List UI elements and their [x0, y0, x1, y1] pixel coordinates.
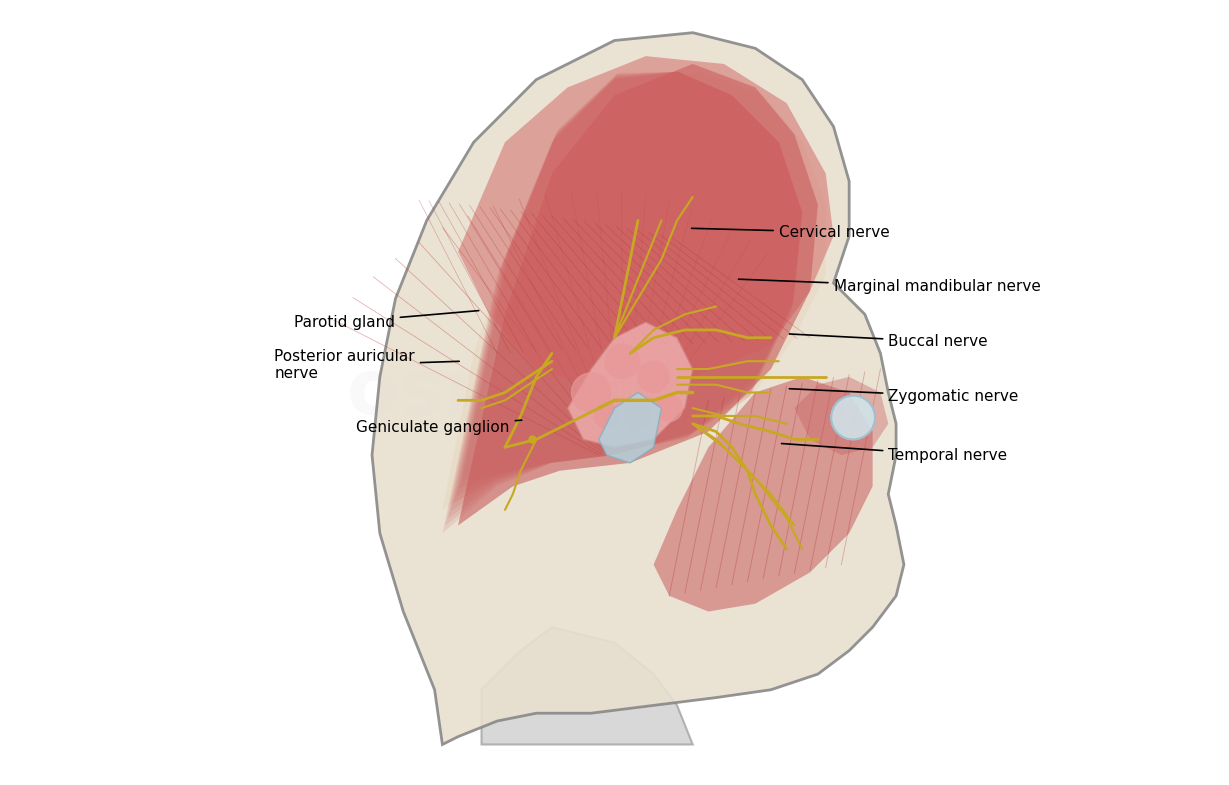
- Polygon shape: [458, 57, 833, 392]
- Polygon shape: [482, 627, 693, 744]
- Polygon shape: [445, 71, 803, 526]
- Polygon shape: [654, 377, 873, 612]
- Text: Parotid gland: Parotid gland: [294, 311, 479, 330]
- Text: Geniculate ganglion: Geniculate ganglion: [356, 420, 522, 435]
- Text: osmosis: osmosis: [347, 356, 694, 429]
- Circle shape: [605, 344, 639, 378]
- Polygon shape: [794, 377, 889, 455]
- Circle shape: [624, 402, 653, 430]
- Polygon shape: [599, 392, 661, 463]
- Circle shape: [594, 403, 619, 429]
- Circle shape: [831, 396, 875, 440]
- Text: Zygomatic nerve: Zygomatic nerve: [789, 389, 1019, 404]
- Polygon shape: [372, 33, 903, 744]
- Polygon shape: [451, 71, 803, 511]
- Polygon shape: [460, 71, 803, 488]
- Circle shape: [656, 395, 682, 422]
- Polygon shape: [462, 71, 803, 480]
- Polygon shape: [568, 322, 693, 447]
- Text: Cervical nerve: Cervical nerve: [692, 225, 890, 239]
- Text: Buccal nerve: Buccal nerve: [789, 334, 988, 349]
- Text: Marginal mandibular nerve: Marginal mandibular nerve: [739, 279, 1041, 294]
- Polygon shape: [442, 71, 826, 509]
- Circle shape: [571, 373, 611, 412]
- Polygon shape: [458, 64, 817, 525]
- Text: Temporal nerve: Temporal nerve: [782, 444, 1008, 462]
- Polygon shape: [449, 71, 803, 518]
- Polygon shape: [456, 71, 803, 496]
- Circle shape: [638, 361, 670, 392]
- Text: Posterior auricular
nerve: Posterior auricular nerve: [274, 349, 460, 382]
- Polygon shape: [454, 71, 803, 503]
- Polygon shape: [442, 71, 803, 533]
